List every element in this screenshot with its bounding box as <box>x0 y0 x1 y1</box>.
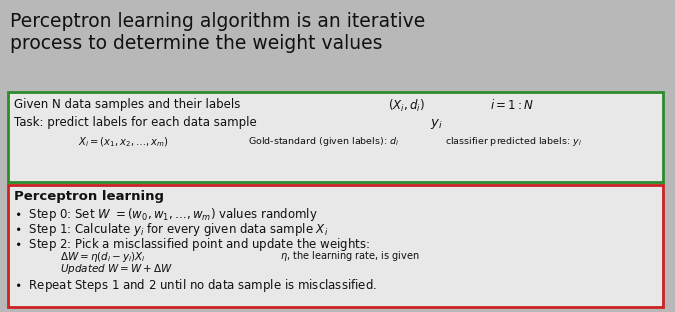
Text: $\eta$, the learning rate, is given: $\eta$, the learning rate, is given <box>280 249 419 263</box>
Text: $\bullet$  Repeat Steps 1 and 2 until no data sample is misclassified.: $\bullet$ Repeat Steps 1 and 2 until no … <box>14 277 377 294</box>
FancyBboxPatch shape <box>8 92 663 182</box>
Text: Gold-standard (given labels): $d_i$: Gold-standard (given labels): $d_i$ <box>248 135 399 148</box>
Text: classifier predicted labels: $y_i$: classifier predicted labels: $y_i$ <box>445 135 582 148</box>
Text: $i = 1: N$: $i = 1: N$ <box>490 98 534 112</box>
Text: Task: predict labels for each data sample: Task: predict labels for each data sampl… <box>14 116 256 129</box>
Text: $\bullet$  Step 2: Pick a misclassified point and update the weights:: $\bullet$ Step 2: Pick a misclassified p… <box>14 236 370 253</box>
Text: Perceptron learning algorithm is an iterative: Perceptron learning algorithm is an iter… <box>10 12 425 31</box>
Text: $\bullet$  Step 0: Set $W$ $=(w_0, w_1, \ldots, w_m)$ values randomly: $\bullet$ Step 0: Set $W$ $=(w_0, w_1, \… <box>14 206 318 223</box>
Text: $X_i = (x_1, x_2, \ldots, x_m)$: $X_i = (x_1, x_2, \ldots, x_m)$ <box>78 135 169 149</box>
Text: Given N data samples and their labels: Given N data samples and their labels <box>14 98 240 111</box>
Text: Perceptron learning: Perceptron learning <box>14 190 164 203</box>
FancyBboxPatch shape <box>8 185 663 307</box>
Text: $\bullet$  Step 1: Calculate $y_i$ for every given data sample $X_i$: $\bullet$ Step 1: Calculate $y_i$ for ev… <box>14 221 328 238</box>
Text: $\Delta W = \eta (d_i - y_i) X_i$: $\Delta W = \eta (d_i - y_i) X_i$ <box>60 250 146 264</box>
Text: process to determine the weight values: process to determine the weight values <box>10 34 383 53</box>
Text: $y_i$: $y_i$ <box>430 117 443 131</box>
Text: Updated $W = W + \Delta W$: Updated $W = W + \Delta W$ <box>60 262 173 276</box>
Text: $(X_i, d_i)$: $(X_i, d_i)$ <box>388 98 425 114</box>
